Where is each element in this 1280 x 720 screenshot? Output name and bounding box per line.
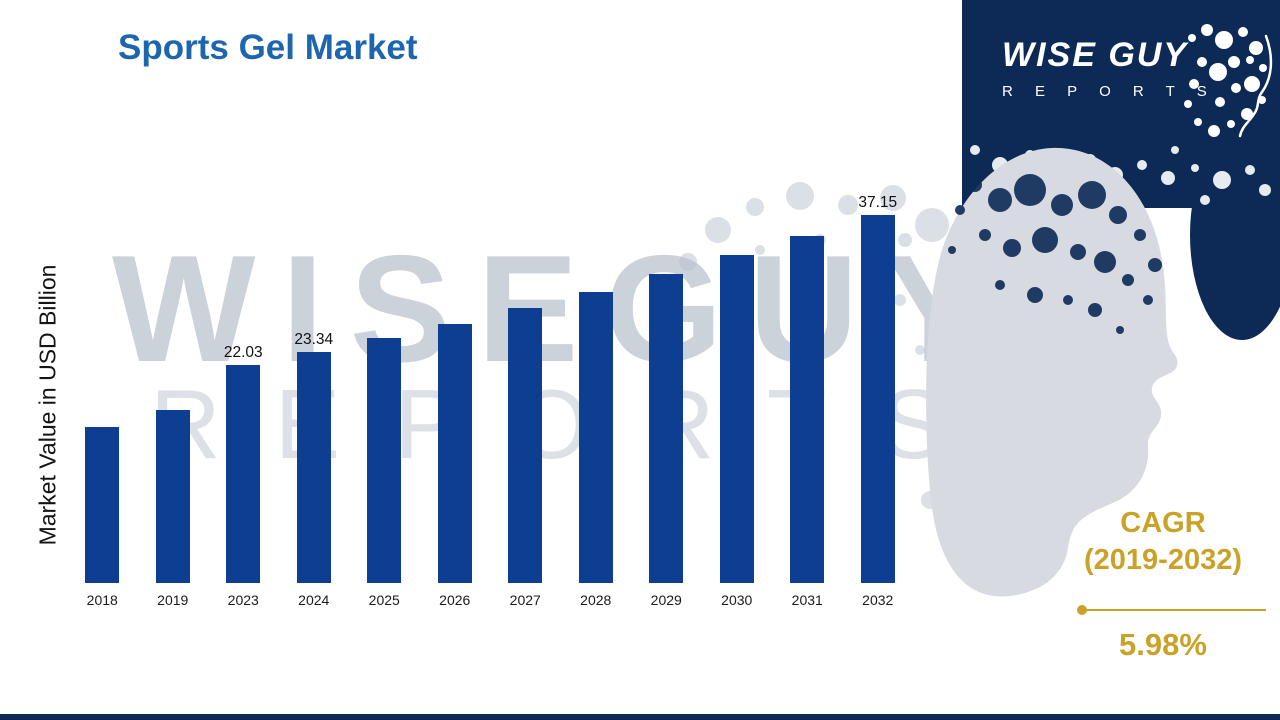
- x-tick-2026: 2026: [439, 592, 471, 608]
- bar-slot-2030: [702, 233, 773, 583]
- x-tick-2029: 2029: [650, 592, 682, 608]
- x-tick-2025: 2025: [368, 592, 400, 608]
- bar-slot-2025: [349, 316, 420, 583]
- logo-face-icon: [1184, 24, 1273, 138]
- cagr-value: 5.98%: [1119, 627, 1207, 662]
- bar-2032: [860, 215, 895, 583]
- bar-slot-2031: [772, 214, 843, 583]
- x-tick-2024: 2024: [298, 592, 330, 608]
- bars: 22.03 23.34 37.15: [67, 163, 913, 583]
- bar-2024: [296, 352, 331, 583]
- bottom-border: [0, 714, 1280, 720]
- bar-2025: [367, 338, 402, 583]
- cagr-divider-dot: [1077, 605, 1087, 615]
- cagr-block: CAGR (2019-2032) 5.98%: [1060, 505, 1266, 663]
- head-dots-pattern: [948, 174, 1162, 334]
- cagr-period: (2019-2032): [1084, 544, 1242, 576]
- x-tick-2028: 2028: [580, 592, 612, 608]
- x-tick-2019: 2019: [157, 592, 189, 608]
- bar-slot-2032: 37.15: [843, 193, 914, 583]
- bar-slot-2023: 22.03: [208, 343, 279, 583]
- bar-2027: [508, 308, 543, 583]
- bar-slot-2024: 23.34: [279, 330, 350, 583]
- bar-2026: [437, 324, 472, 583]
- x-tick-2032: 2032: [862, 592, 894, 608]
- x-tick-2018: 2018: [86, 592, 118, 608]
- logo-wordmark: WISE GUY: [1002, 36, 1189, 74]
- logo: WISE GUY R E P O R T S: [1002, 36, 1216, 100]
- cagr-label: CAGR: [1120, 507, 1206, 539]
- bar-slot-2028: [561, 270, 632, 583]
- bar-slot-2026: [420, 302, 491, 583]
- bar-2028: [578, 292, 613, 583]
- bar-value-label-2032: 37.15: [858, 194, 898, 211]
- bar-slot-2027: [490, 286, 561, 583]
- bar-2030: [719, 255, 754, 583]
- logo-subtitle: R E P O R T S: [1002, 83, 1216, 100]
- x-tick-2030: 2030: [721, 592, 753, 608]
- x-axis-labels: 2018 2019 2023 2024 2025 2026 2027 2028 2029 2030…: [67, 592, 913, 608]
- x-tick-2027: 2027: [509, 592, 541, 608]
- bar-2029: [649, 274, 684, 583]
- bar-slot-2019: [138, 388, 209, 583]
- bar-slot-2029: [631, 252, 702, 583]
- chart-title: Sports Gel Market: [118, 28, 418, 67]
- bar-slot-2018: [67, 405, 138, 583]
- cagr-divider: [1077, 605, 1266, 615]
- bar-2019: [155, 410, 190, 583]
- bar-value-label-2023: 22.03: [223, 344, 263, 361]
- y-axis-title: Market Value in USD Billion: [34, 264, 61, 546]
- bar-2031: [790, 236, 825, 583]
- bar-2018: [85, 427, 120, 583]
- bar-value-label-2024: 23.34: [294, 331, 334, 348]
- bar-2023: [226, 365, 261, 583]
- x-tick-2023: 2023: [227, 592, 259, 608]
- x-tick-2031: 2031: [791, 592, 823, 608]
